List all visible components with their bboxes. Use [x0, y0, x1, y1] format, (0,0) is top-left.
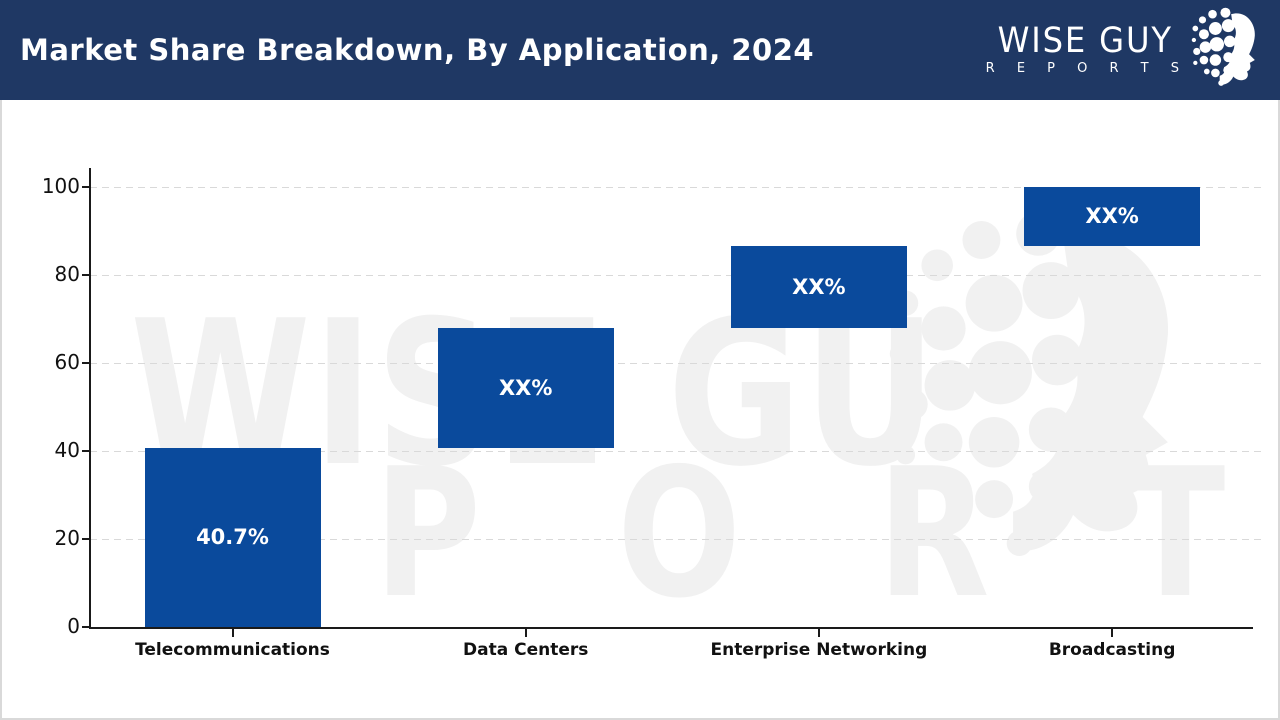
bar-value-label: 40.7% [196, 525, 269, 550]
x-axis-tick [817, 629, 820, 637]
gridline [90, 186, 1264, 188]
gridline [90, 274, 1264, 276]
gridline [90, 538, 1264, 540]
x-axis-label-enterprise-networking: Enterprise Networking [710, 640, 928, 660]
x-axis-label-telecommunications: Telecommunications [135, 640, 330, 660]
y-tick-label: 100 [41, 174, 80, 198]
x-axis-label-data-centers: Data Centers [463, 640, 589, 660]
y-axis-tick [82, 362, 90, 364]
chart-header: Market Share Breakdown, By Application, … [0, 0, 1280, 100]
watermark-head-icon [874, 208, 1190, 588]
plot-area: WISE GU P O R T S 02040608010040.7%Telec… [0, 100, 1280, 720]
gridline [90, 450, 1264, 452]
watermark-subtitle: P O R T S [374, 430, 1280, 637]
wiseguy-head-icon [1182, 7, 1266, 93]
chart-title: Market Share Breakdown, By Application, … [20, 33, 815, 67]
y-axis-tick [82, 538, 90, 540]
bar-enterprise-networking: XX% [730, 245, 907, 328]
y-tick-label: 40 [54, 438, 80, 462]
wiseguy-logo: WISE GUY R E P O R T S [982, 7, 1266, 93]
y-tick-label: 0 [67, 614, 80, 638]
y-axis [89, 168, 91, 629]
x-axis-tick [1111, 629, 1114, 637]
logo-subtitle: R E P O R T S [985, 61, 1188, 76]
x-axis-tick [524, 629, 527, 637]
bar-value-label: XX% [498, 375, 553, 400]
gridline [90, 362, 1264, 364]
bar-value-label: XX% [792, 274, 846, 299]
y-tick-label: 60 [54, 350, 80, 374]
y-axis-tick [82, 626, 90, 628]
bar-data-centers: XX% [437, 327, 614, 448]
logo-wordmark: WISE GUY [997, 21, 1173, 61]
wiseguy-logo-text: WISE GUY R E P O R T S [982, 23, 1188, 77]
y-tick-label: 80 [54, 262, 80, 286]
y-axis-tick [82, 274, 90, 276]
bar-telecommunications: 40.7% [144, 447, 321, 627]
x-axis-tick [231, 629, 234, 637]
y-axis-tick [82, 450, 90, 452]
bar-broadcasting: XX% [1024, 187, 1201, 246]
y-tick-label: 20 [54, 526, 80, 550]
bar-value-label: XX% [1085, 204, 1139, 229]
x-axis-label-broadcasting: Broadcasting [1048, 640, 1176, 660]
x-axis [89, 627, 1253, 629]
y-axis-tick [82, 186, 90, 188]
